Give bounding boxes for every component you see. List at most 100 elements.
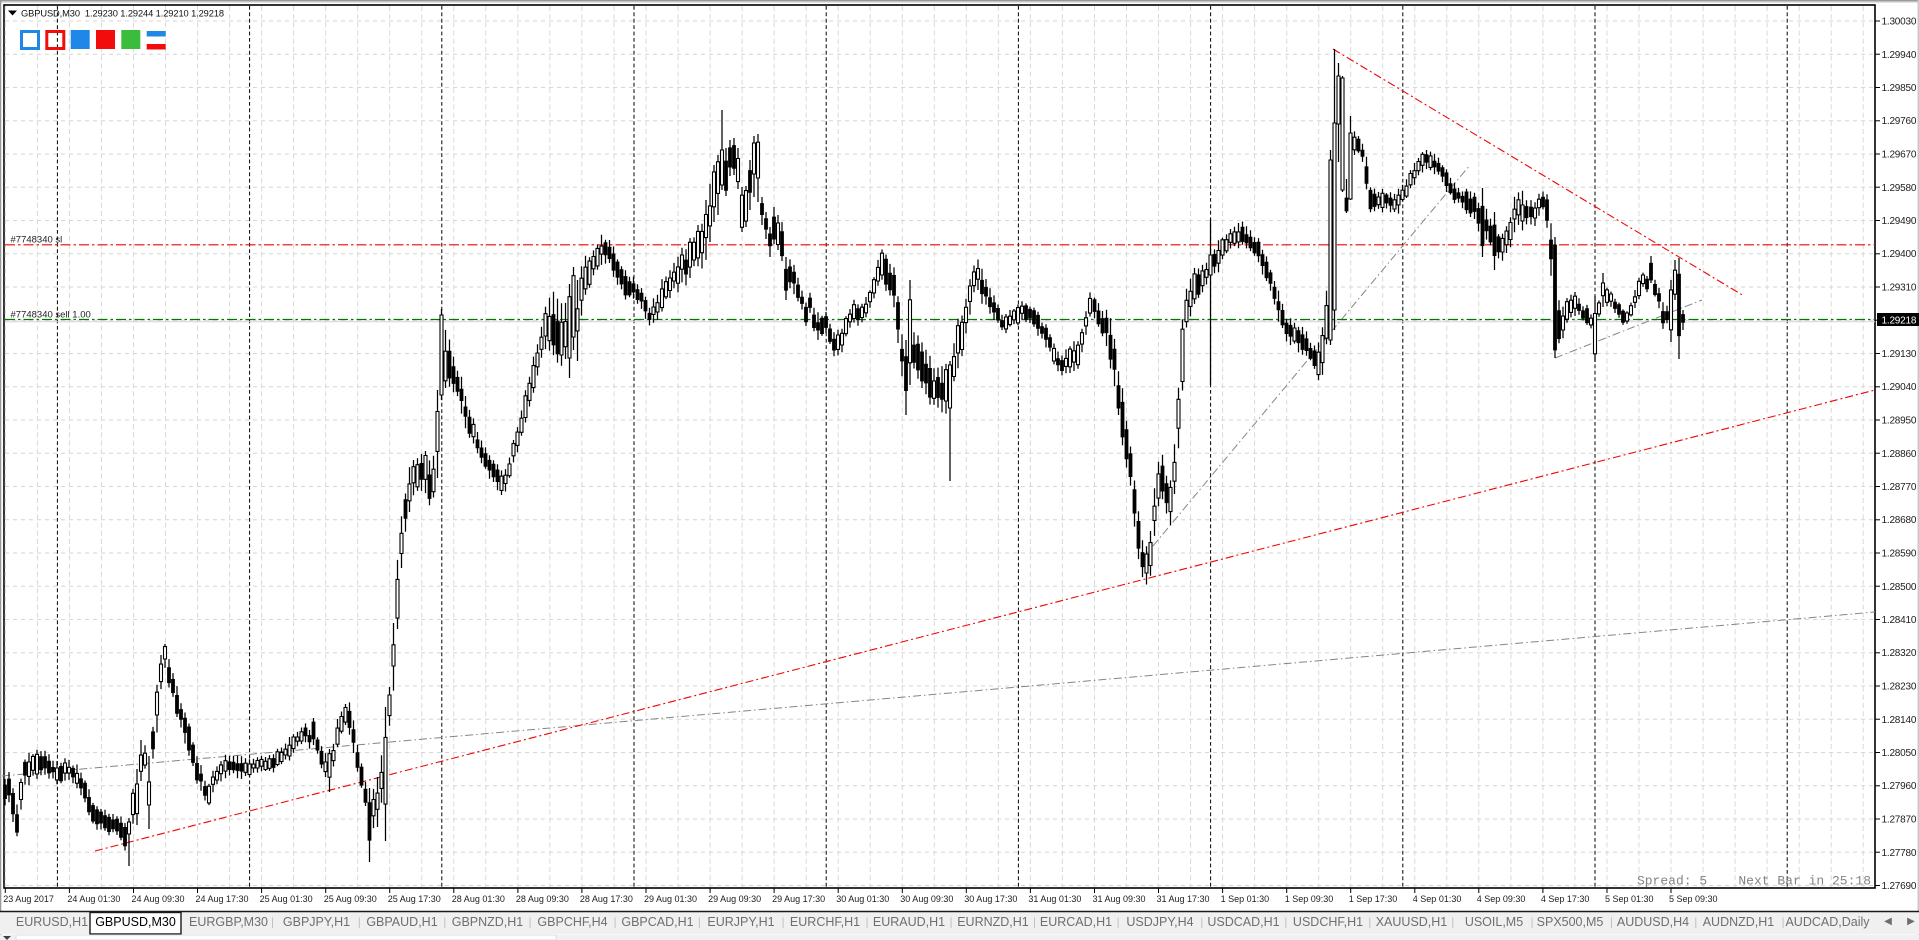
svg-text:GBPCAD,H1: GBPCAD,H1 (621, 915, 693, 929)
svg-text:EURGBP,M30: EURGBP,M30 (189, 915, 268, 929)
svg-text:|: | (866, 917, 869, 929)
svg-text:EURAUD,H1: EURAUD,H1 (873, 915, 945, 929)
svg-text:28 Aug 09:30: 28 Aug 09:30 (516, 894, 569, 904)
svg-text:25 Aug 01:30: 25 Aug 01:30 (260, 894, 313, 904)
svg-text:1.28140: 1.28140 (1882, 715, 1917, 726)
svg-text:1.27690: 1.27690 (1882, 881, 1917, 892)
svg-text:31 Aug 17:30: 31 Aug 17:30 (1157, 894, 1210, 904)
svg-text:|: | (271, 917, 274, 929)
svg-text:1.30030: 1.30030 (1882, 17, 1917, 28)
svg-text:1.29218: 1.29218 (1882, 315, 1917, 326)
svg-text:1 Sep 01:30: 1 Sep 01:30 (1221, 894, 1270, 904)
svg-text:GBPJPY,H1: GBPJPY,H1 (283, 915, 350, 929)
svg-text:1.29760: 1.29760 (1882, 116, 1917, 127)
svg-text:|: | (358, 917, 361, 929)
svg-text:24 Aug 09:30: 24 Aug 09:30 (132, 894, 185, 904)
svg-text:|: | (1531, 917, 1534, 929)
svg-text:29 Aug 17:30: 29 Aug 17:30 (772, 894, 825, 904)
svg-text:1.28770: 1.28770 (1882, 482, 1917, 493)
svg-text:1.28050: 1.28050 (1882, 748, 1917, 759)
svg-text:|: | (698, 917, 701, 929)
svg-text:31 Aug 09:30: 31 Aug 09:30 (1093, 894, 1146, 904)
svg-text:|: | (1200, 917, 1203, 929)
svg-text:25 Aug 09:30: 25 Aug 09:30 (324, 894, 377, 904)
svg-text:1.28410: 1.28410 (1882, 615, 1917, 626)
svg-text:AUDNZD,H1: AUDNZD,H1 (1703, 915, 1775, 929)
svg-text:30 Aug 17:30: 30 Aug 17:30 (964, 894, 1017, 904)
svg-text:|: | (950, 917, 953, 929)
svg-text:28 Aug 17:30: 28 Aug 17:30 (580, 894, 633, 904)
svg-text:AUDCAD,Daily: AUDCAD,Daily (1785, 915, 1870, 929)
svg-text:|: | (1368, 917, 1371, 929)
svg-text:GBPNZD,H1: GBPNZD,H1 (452, 915, 524, 929)
svg-text:1.29310: 1.29310 (1882, 283, 1917, 294)
svg-text:|: | (614, 917, 617, 929)
svg-text:EURUSD,H1: EURUSD,H1 (16, 915, 88, 929)
svg-text:|: | (1117, 917, 1120, 929)
svg-text:1.29130: 1.29130 (1882, 349, 1917, 360)
svg-text:Spread: 5 Next Bar in 25:18: Spread: 5 Next Bar in 25:18 (1637, 874, 1871, 889)
svg-text:1 Sep 09:30: 1 Sep 09:30 (1285, 894, 1334, 904)
svg-text:XAUUSD,H1: XAUUSD,H1 (1376, 915, 1448, 929)
svg-text:EURJPY,H1: EURJPY,H1 (707, 915, 774, 929)
svg-text:28 Aug 01:30: 28 Aug 01:30 (452, 894, 505, 904)
svg-text:1.29400: 1.29400 (1882, 249, 1917, 260)
svg-text:SPX500,M5: SPX500,M5 (1537, 915, 1604, 929)
svg-text:USDCHF,H1: USDCHF,H1 (1293, 915, 1363, 929)
svg-text:#7748340 sell 1.00: #7748340 sell 1.00 (11, 310, 91, 321)
svg-text:EURCAD,H1: EURCAD,H1 (1040, 915, 1112, 929)
svg-text:4 Sep 17:30: 4 Sep 17:30 (1541, 894, 1590, 904)
svg-text:1.29850: 1.29850 (1882, 83, 1917, 94)
svg-text:1.27780: 1.27780 (1882, 848, 1917, 859)
svg-text:25 Aug 17:30: 25 Aug 17:30 (388, 894, 441, 904)
svg-text:◀: ◀ (1884, 916, 1892, 927)
svg-text:1 Sep 17:30: 1 Sep 17:30 (1349, 894, 1398, 904)
svg-text:1.28950: 1.28950 (1882, 416, 1917, 427)
svg-text:1.29040: 1.29040 (1882, 382, 1917, 393)
svg-text:23 Aug 2017: 23 Aug 2017 (3, 894, 54, 904)
svg-text:5 Sep 09:30: 5 Sep 09:30 (1669, 894, 1718, 904)
svg-text:4 Sep 01:30: 4 Sep 01:30 (1413, 894, 1462, 904)
svg-text:GBPCHF,H4: GBPCHF,H4 (537, 915, 607, 929)
svg-text:1.27870: 1.27870 (1882, 815, 1917, 826)
svg-text:|: | (1284, 917, 1287, 929)
svg-text:#7748340 sl: #7748340 sl (11, 235, 63, 246)
svg-text:29 Aug 09:30: 29 Aug 09:30 (708, 894, 761, 904)
svg-text:EURNZD,H1: EURNZD,H1 (957, 915, 1029, 929)
svg-text:USDJPY,H4: USDJPY,H4 (1126, 915, 1193, 929)
svg-text:|: | (1033, 917, 1036, 929)
svg-text:|: | (782, 917, 785, 929)
svg-text:29 Aug 01:30: 29 Aug 01:30 (644, 894, 697, 904)
svg-text:|: | (1782, 917, 1785, 929)
svg-text:5 Sep 01:30: 5 Sep 01:30 (1605, 894, 1654, 904)
svg-text:GBPUSD,M30: GBPUSD,M30 (95, 915, 176, 929)
svg-text:1.29490: 1.29490 (1882, 216, 1917, 227)
svg-text:|: | (1610, 917, 1613, 929)
svg-text:30 Aug 01:30: 30 Aug 01:30 (836, 894, 889, 904)
svg-text:AUDUSD,H4: AUDUSD,H4 (1617, 915, 1689, 929)
svg-text:4 Sep 09:30: 4 Sep 09:30 (1477, 894, 1526, 904)
svg-text:24 Aug 01:30: 24 Aug 01:30 (67, 894, 120, 904)
svg-text:USOIL,M5: USOIL,M5 (1465, 915, 1523, 929)
svg-text:1.29670: 1.29670 (1882, 150, 1917, 161)
svg-text:USDCAD,H1: USDCAD,H1 (1207, 915, 1279, 929)
svg-text:31 Aug 01:30: 31 Aug 01:30 (1028, 894, 1081, 904)
svg-text:1.28320: 1.28320 (1882, 648, 1917, 659)
svg-text:GBPAUD,H1: GBPAUD,H1 (366, 915, 437, 929)
svg-text:|: | (443, 917, 446, 929)
svg-text:|: | (1451, 917, 1454, 929)
svg-text:GBPUSD,M30 1.29230 1.29244 1.: GBPUSD,M30 1.29230 1.29244 1.29210 1.292… (21, 9, 224, 19)
svg-text:1.27960: 1.27960 (1882, 781, 1917, 792)
svg-text:1.28500: 1.28500 (1882, 582, 1917, 593)
svg-text:1.29580: 1.29580 (1882, 183, 1917, 194)
svg-text:1.28230: 1.28230 (1882, 682, 1917, 693)
svg-text:|: | (529, 917, 532, 929)
svg-text:|: | (1694, 917, 1697, 929)
svg-text:1.28680: 1.28680 (1882, 515, 1917, 526)
svg-text:1.28590: 1.28590 (1882, 549, 1917, 560)
svg-text:1.28860: 1.28860 (1882, 449, 1917, 460)
svg-text:30 Aug 09:30: 30 Aug 09:30 (900, 894, 953, 904)
svg-text:1.29940: 1.29940 (1882, 50, 1917, 61)
svg-text:EURCHF,H1: EURCHF,H1 (790, 915, 860, 929)
svg-text:▶: ▶ (1907, 916, 1915, 927)
